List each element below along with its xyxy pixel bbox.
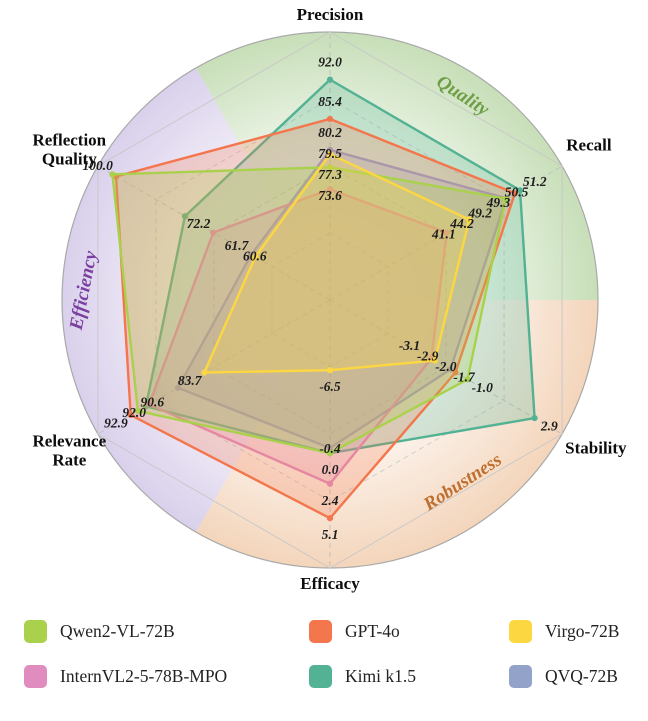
legend-item-internvl2-5-78b-mpo: InternVL2-5-78B-MPO: [24, 665, 309, 688]
vertex-dot-virgo-72b-relevance-rate: [201, 369, 208, 376]
legend-label: Virgo-72B: [545, 621, 620, 641]
value-label: 50.5: [505, 184, 529, 199]
value-label: 51.2: [523, 174, 547, 189]
value-label: 2.9: [540, 419, 558, 434]
legend-item-kimi-k1-5: Kimi k1.5: [309, 665, 509, 688]
value-label: 41.1: [431, 226, 456, 241]
value-label: 77.3: [318, 167, 342, 182]
vertex-dot-internvl2-5-78b-mpo-precision: [326, 186, 334, 193]
grid-ring: [97, 31, 563, 569]
legend-swatch-internvl2-5-78b-mpo: [24, 665, 47, 688]
legend-label: GPT-4o: [345, 621, 400, 641]
value-label: 92.0: [318, 55, 342, 70]
vertex-dot-kimi-k1-5-stability: [531, 415, 538, 422]
vertex-dot-kimi-k1-5-precision: [326, 76, 334, 83]
value-label: 92.0: [122, 405, 146, 420]
value-label: 73.6: [318, 188, 342, 203]
value-label: 60.6: [243, 249, 267, 264]
vertex-dot-kimi-k1-5-reflection-quality: [181, 213, 189, 220]
value-label: 61.7: [225, 238, 250, 253]
legend: Qwen2-VL-72B GPT-4o Virgo-72B InternVL2-…: [0, 600, 648, 688]
value-label: 92.9: [104, 416, 128, 431]
value-label: 100.0: [83, 158, 114, 173]
value-label: -6.5: [319, 379, 341, 394]
vertex-dot-qvq-72b-stability: [447, 366, 454, 373]
vertex-dot-kimi-k1-5-recall: [516, 187, 524, 194]
vertex-dot-internvl2-5-78b-mpo-reflection-quality: [210, 229, 217, 236]
legend-swatch-qwen2-vl-72b: [24, 620, 47, 643]
legend-swatch-kimi-k1-5: [309, 665, 332, 688]
value-label: 49.2: [467, 205, 492, 220]
legend-label: InternVL2-5-78B-MPO: [60, 666, 228, 686]
vertex-dot-qwen2-vl-72b-stability: [464, 376, 471, 383]
vertex-dot-virgo-72b-efficacy: [326, 367, 334, 374]
value-label: -2.0: [435, 359, 457, 374]
vertex-dot-internvl2-5-78b-mpo-efficacy: [326, 480, 334, 487]
value-label: 49.3: [486, 195, 511, 210]
vertex-dot-virgo-72b-recall: [466, 216, 473, 223]
legend-swatch-qvq-72b: [509, 665, 532, 688]
value-label: 44.2: [449, 216, 474, 231]
vertex-dot-qwen2-vl-72b-precision: [326, 164, 334, 171]
vertex-dot-gpt-4o-relevance-rate: [127, 411, 134, 419]
legend-row-1: Qwen2-VL-72B GPT-4o Virgo-72B: [24, 620, 648, 643]
value-label: -3.1: [399, 338, 420, 353]
radar-chart: 92.0 85.4 80.2 79.5 77.3 73.6 51.250.549.349.2…: [33, 5, 628, 593]
axis-label-recall: Recall: [566, 136, 612, 155]
vertex-dot-gpt-4o-recall: [511, 190, 519, 197]
value-label: 83.7: [178, 373, 203, 388]
axis-label-efficacy: Efficacy: [300, 574, 360, 593]
value-label: 5.1: [322, 527, 339, 542]
vertex-dot-gpt-4o-precision: [326, 115, 334, 123]
vertex-dot-internvl2-5-78b-mpo-relevance-rate: [146, 401, 153, 408]
value-label: 85.4: [318, 94, 342, 109]
value-label: -2.9: [417, 348, 439, 363]
vertex-dot-virgo-72b-precision: [326, 150, 334, 158]
vertex-dot-internvl2-5-78b-mpo-recall: [443, 229, 450, 236]
axis-label-reflection-quality: Reflection Quality: [33, 131, 107, 169]
value-label: -1.0: [472, 380, 494, 395]
legend-item-qwen2-vl-72b: Qwen2-VL-72B: [24, 620, 309, 643]
vertex-dot-virgo-72b-stability: [431, 357, 438, 364]
vertex-dot-qwen2-vl-72b-reflection-quality: [109, 171, 116, 178]
vertex-dot-qwen2-vl-72b-efficacy: [326, 450, 334, 457]
vertex-dot-gpt-4o-stability: [452, 369, 459, 376]
value-label: 80.2: [318, 125, 342, 140]
legend-item-virgo-72b: Virgo-72B: [509, 620, 648, 643]
legend-swatch-gpt-4o: [309, 620, 332, 643]
vertex-dot-qwen2-vl-72b-relevance-rate: [134, 407, 142, 414]
legend-swatch-virgo-72b: [509, 620, 532, 643]
legend-label: Kimi k1.5: [345, 666, 416, 686]
legend-label: QVQ-72B: [545, 666, 618, 686]
vertex-dot-qwen2-vl-72b-recall: [502, 195, 509, 202]
value-label: 90.6: [141, 395, 165, 410]
legend-label: Qwen2-VL-72B: [60, 621, 175, 641]
value-label: -1.7: [453, 369, 476, 384]
vertex-dot-qvq-72b-efficacy: [326, 444, 334, 452]
axis-label-stability: Stability: [565, 439, 627, 458]
axis-label-precision: Precision: [297, 5, 364, 24]
vertex-dot-gpt-4o-efficacy: [326, 515, 334, 522]
value-label: 2.4: [321, 493, 339, 508]
legend-item-gpt-4o: GPT-4o: [309, 620, 509, 643]
vertex-dot-qvq-72b-relevance-rate: [174, 384, 182, 391]
value-label: 0.0: [322, 462, 339, 477]
legend-row-2: InternVL2-5-78B-MPO Kimi k1.5 QVQ-72B: [24, 665, 648, 688]
axis-label-relevance-rate: Relevance Rate: [33, 432, 107, 470]
legend-item-qvq-72b: QVQ-72B: [509, 665, 648, 688]
vertex-dot-virgo-72b-reflection-quality: [252, 253, 259, 260]
value-label: 79.5: [318, 146, 342, 161]
value-label: 72.2: [187, 216, 211, 231]
value-label: -0.4: [319, 441, 341, 456]
